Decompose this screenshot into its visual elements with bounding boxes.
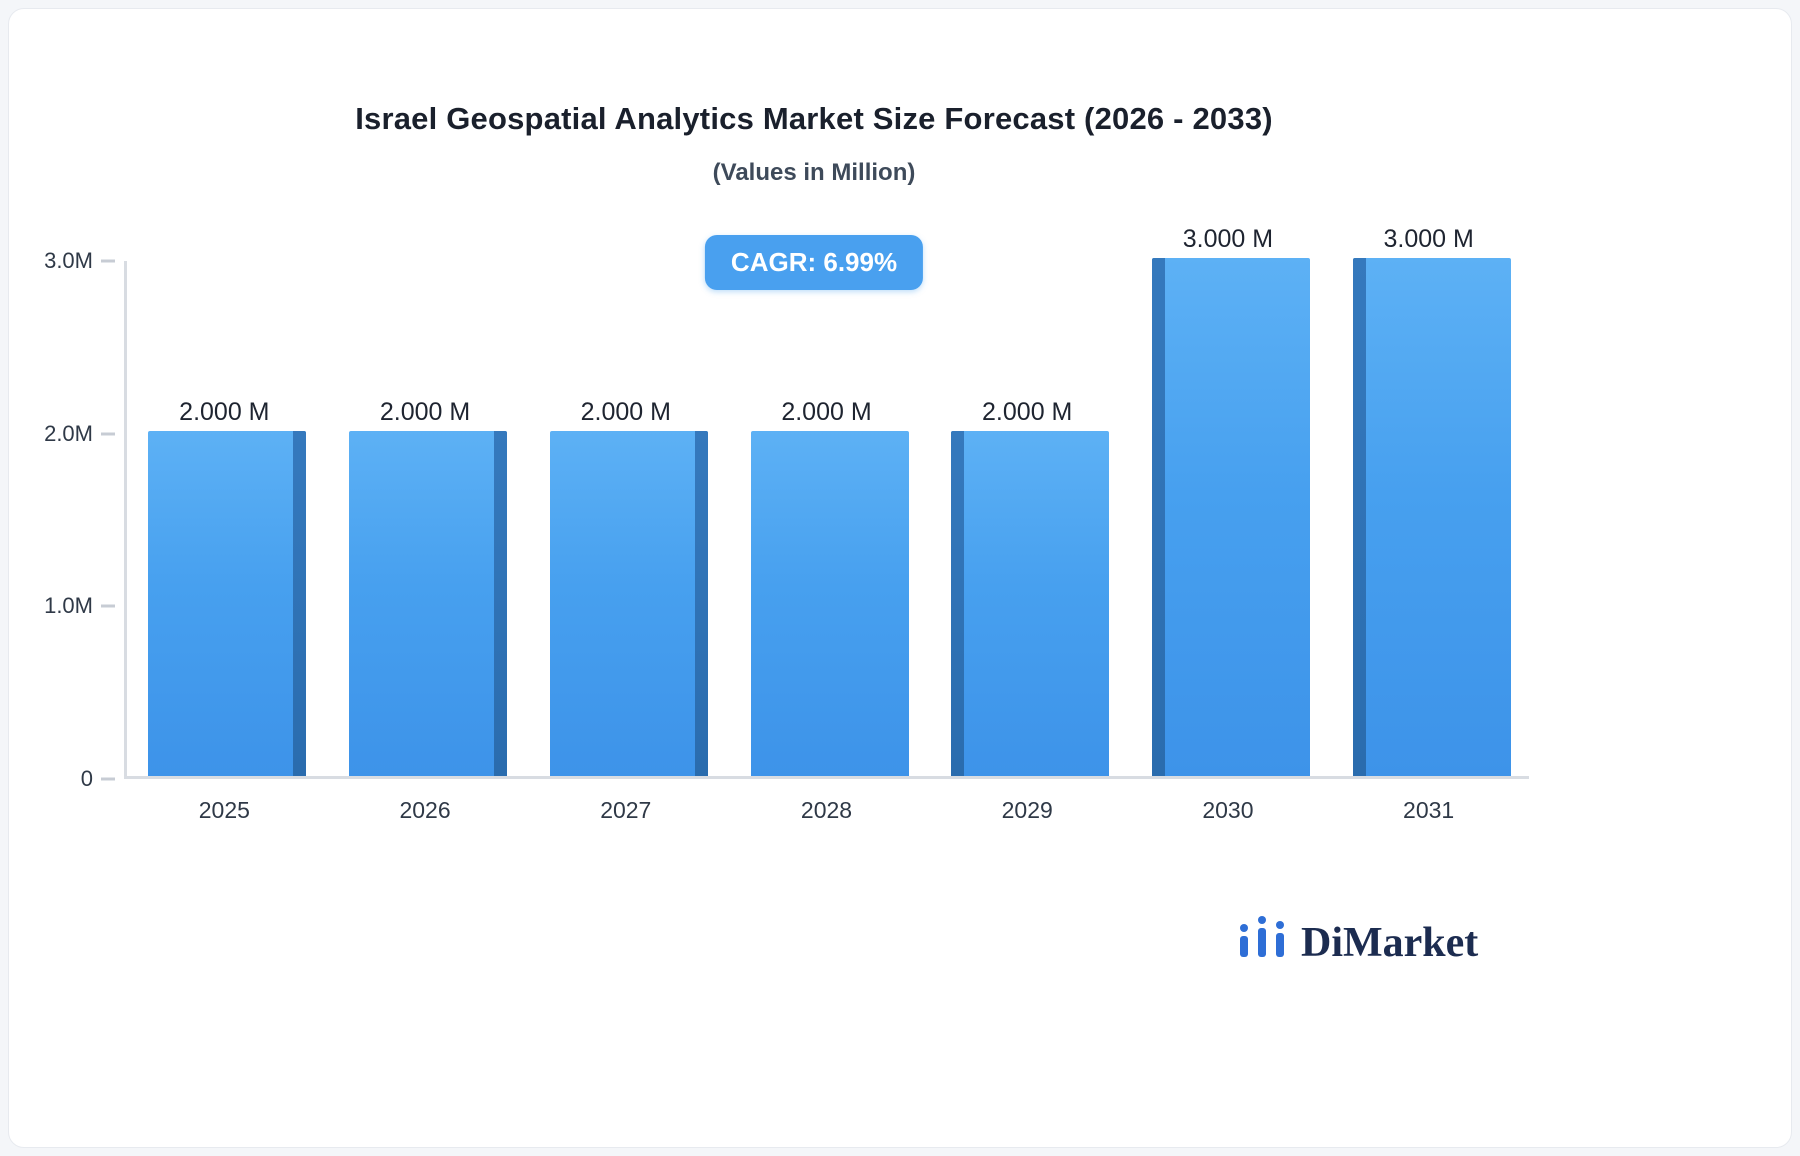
y-tick-label: 3.0M bbox=[44, 248, 93, 273]
bar-value-label: 3.000 M bbox=[1182, 225, 1274, 253]
bar-2025 bbox=[148, 430, 307, 776]
bar-value-label: 2.000 M bbox=[580, 397, 671, 426]
x-tick-label: 2026 bbox=[399, 797, 451, 823]
bar-shadow-edge bbox=[1151, 258, 1165, 776]
chart-title: Israel Geospatial Analytics Market Size … bbox=[355, 101, 1273, 136]
x-tick-label: 2031 bbox=[1403, 797, 1455, 823]
x-tick-label: 2029 bbox=[1001, 797, 1053, 823]
bar-shadow-edge bbox=[494, 430, 508, 776]
bar-value-label: 2.000 M bbox=[781, 397, 872, 426]
bar-value-label: 2.000 M bbox=[179, 397, 270, 426]
y-tick-label: 1.0M bbox=[44, 593, 93, 619]
chart-header: Israel Geospatial Analytics Market Size … bbox=[9, 101, 1619, 187]
bar-shadow-edge bbox=[694, 430, 708, 776]
y-tick-mark bbox=[101, 432, 115, 436]
y-tick-mark bbox=[101, 604, 115, 608]
x-tick-label: 2028 bbox=[800, 797, 853, 823]
bar-shadow-edge bbox=[951, 430, 965, 776]
y-tick-mark bbox=[101, 777, 115, 781]
chart-subtitle: (Values in Million) bbox=[712, 159, 916, 186]
bar-2028 bbox=[750, 430, 909, 776]
brand-logo: DiMarket bbox=[1237, 911, 1478, 964]
bar-2026 bbox=[349, 430, 508, 776]
bar-2027 bbox=[549, 430, 708, 776]
bar-chart-plot-area bbox=[124, 258, 1529, 779]
bar-2030 bbox=[1151, 258, 1310, 776]
x-tick-label: 2027 bbox=[600, 797, 652, 823]
bar-value-label: 2.000 M bbox=[379, 397, 471, 426]
chart-card: Israel Geospatial Analytics Market Size … bbox=[8, 8, 1792, 1148]
bar-2029 bbox=[951, 430, 1110, 776]
y-tick-label: 0 bbox=[80, 766, 93, 791]
bar-shadow-edge bbox=[1352, 258, 1366, 776]
bar-value-label: 3.000 M bbox=[1383, 225, 1474, 253]
x-tick-label: 2030 bbox=[1202, 797, 1254, 823]
brand-logo-text: DiMarket bbox=[1301, 920, 1479, 966]
bar-value-label: 2.000 M bbox=[982, 397, 1073, 426]
cagr-badge: CAGR: 6.99% bbox=[704, 235, 924, 290]
x-tick-label: 2025 bbox=[198, 797, 250, 823]
y-tick-mark bbox=[101, 259, 115, 263]
bar-chart-logo-icon bbox=[1237, 911, 1289, 964]
y-tick-label: 2.0M bbox=[44, 420, 93, 446]
bar-2031 bbox=[1352, 258, 1511, 776]
bar-shadow-edge bbox=[293, 430, 307, 776]
